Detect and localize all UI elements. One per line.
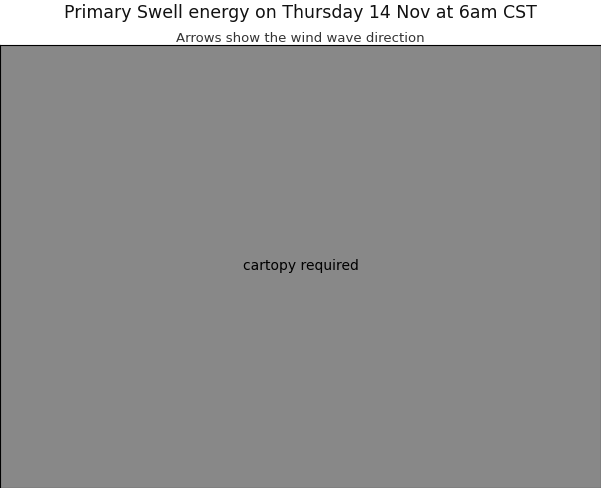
Text: Arrows show the wind wave direction: Arrows show the wind wave direction: [176, 32, 425, 45]
Text: cartopy required: cartopy required: [243, 260, 358, 273]
Text: Primary Swell energy on Thursday 14 Nov at 6am CST: Primary Swell energy on Thursday 14 Nov …: [64, 4, 537, 22]
